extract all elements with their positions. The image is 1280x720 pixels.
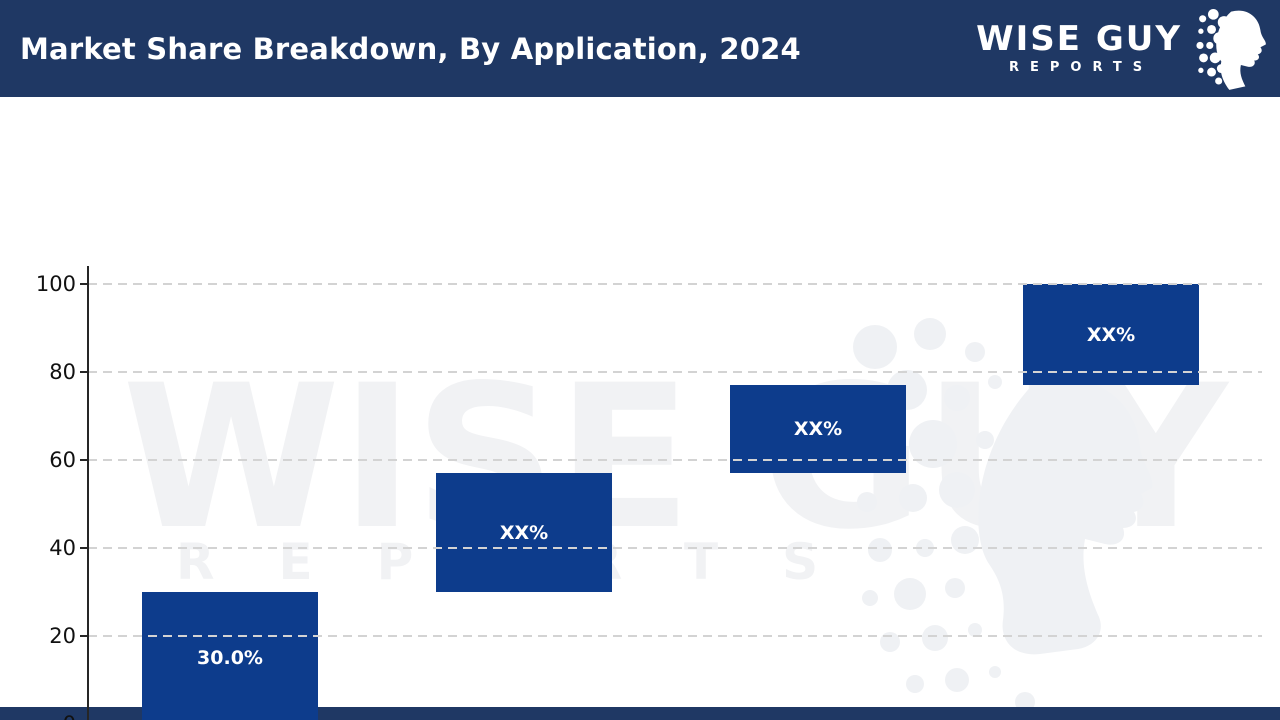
footer-bar	[0, 707, 1280, 720]
y-tick-label-40: 40	[49, 536, 76, 560]
y-tick-40	[80, 547, 88, 549]
page-title: Market Share Breakdown, By Application, …	[20, 31, 801, 66]
plot-area: 02040608010030.0%Level MeasurementXX%Dis…	[0, 97, 1280, 720]
bar-value-label-2: XX%	[793, 418, 843, 441]
brand-name: WISE GUY	[976, 19, 1182, 59]
gridline-80	[88, 371, 1262, 373]
y-tick-label-60: 60	[49, 448, 76, 472]
gridline-60	[88, 459, 1262, 461]
y-tick-label-0: 0	[14, 712, 76, 720]
y-tick-label-100: 100	[35, 272, 76, 296]
bar-value-label-1: XX%	[499, 521, 549, 544]
wise-guy-head-icon	[1196, 8, 1266, 90]
y-tick-label-20: 20	[49, 624, 76, 648]
bar-0	[142, 592, 318, 720]
brand-logo-text: WISE GUY REPORTS	[976, 22, 1182, 75]
bar-value-label-3: XX%	[1086, 323, 1136, 346]
brand-subtitle: REPORTS	[1009, 60, 1154, 75]
gridline-20	[88, 635, 1262, 637]
chart-area: WISE GUY REPORTS 02040608010030.0%Level …	[0, 97, 1280, 720]
y-tick-100	[80, 283, 88, 285]
y-tick-80	[80, 371, 88, 373]
brand-logo: WISE GUY REPORTS	[976, 0, 1272, 97]
gridline-40	[88, 547, 1262, 549]
bar-value-label-0: 30.0%	[197, 647, 263, 669]
y-tick-60	[80, 459, 88, 461]
header-bar: Market Share Breakdown, By Application, …	[0, 0, 1280, 97]
y-tick-label-80: 80	[49, 360, 76, 384]
bar-1	[436, 473, 612, 592]
bar-3	[1023, 284, 1199, 386]
gridline-100	[88, 283, 1262, 285]
bar-2	[730, 385, 906, 474]
y-axis-line	[87, 266, 89, 720]
y-tick-20	[80, 635, 88, 637]
